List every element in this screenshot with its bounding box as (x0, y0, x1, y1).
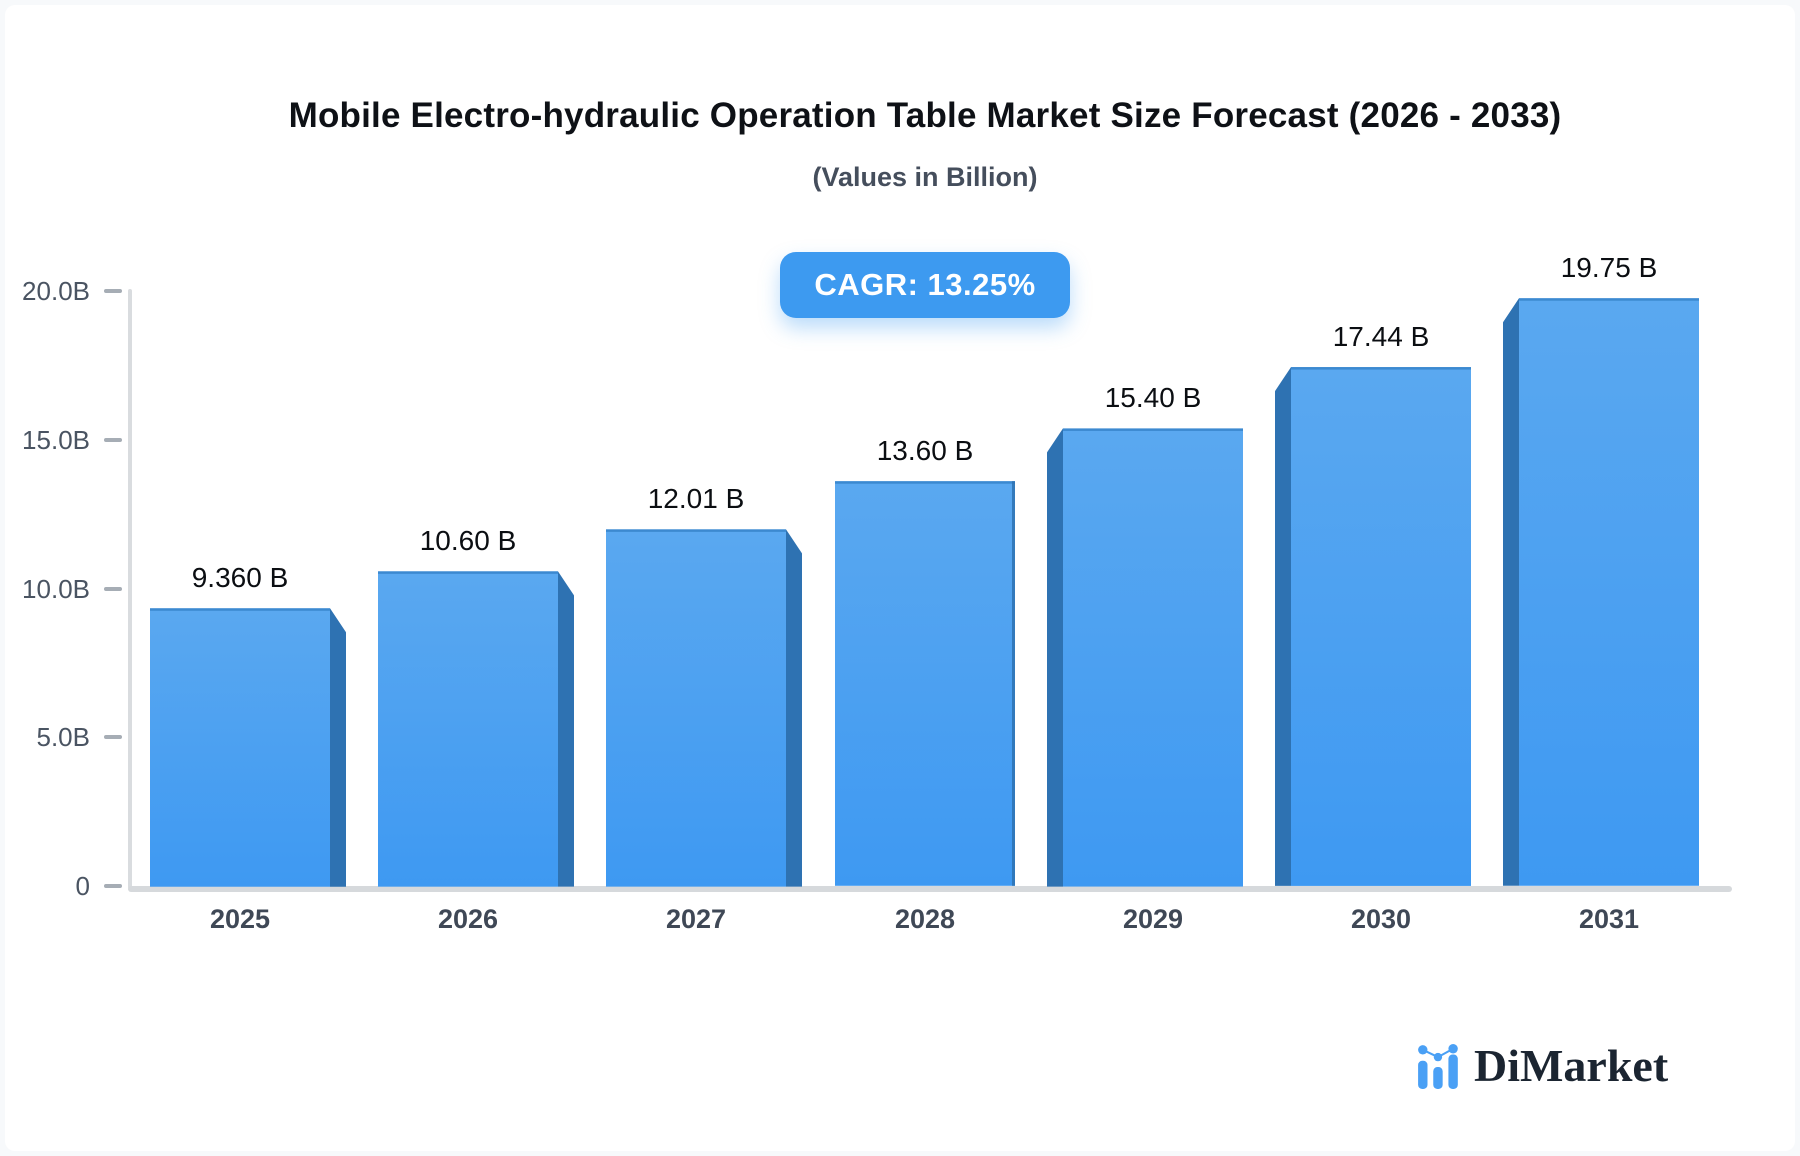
bar-2026[interactable] (378, 570, 574, 887)
bar-2028[interactable] (835, 481, 1015, 887)
x-axis-label: 2025 (209, 904, 271, 934)
y-axis-tick (104, 735, 122, 740)
x-axis-label: 2028 (894, 904, 956, 934)
y-axis-line (128, 289, 132, 889)
y-axis-label: 0 (75, 871, 90, 901)
y-axis-label: 10.0B (22, 573, 90, 604)
bar-2029[interactable] (1047, 428, 1243, 887)
y-axis-tick (104, 884, 122, 888)
dimarket-logo: DiMarket (1418, 1040, 1668, 1092)
bar-value-label: 19.75 B (1560, 252, 1658, 284)
bar-value-label: 17.44 B (1332, 321, 1430, 353)
bar-value-label: 15.40 B (1104, 381, 1202, 413)
bar-value-label: 13.60 B (876, 435, 974, 467)
bar-value-label: 9.360 B (191, 561, 289, 593)
y-axis-label: 15.0B (22, 424, 90, 455)
mini-bar-chart-icon (1418, 1044, 1458, 1089)
x-axis-label: 2031 (1578, 904, 1640, 934)
bar-value-label: 10.60 B (419, 524, 517, 556)
page-title: Mobile Electro-hydraulic Operation Table… (288, 96, 1562, 135)
bar-2027[interactable] (606, 529, 802, 887)
logo-text: DiMarket (1474, 1040, 1669, 1091)
cagr-badge-row: CAGR: 13.25% (50, 252, 1800, 318)
y-axis-tick (104, 289, 122, 293)
x-axis-line (128, 886, 1732, 892)
page-subtitle: (Values in Billion) (812, 162, 1038, 192)
x-axis-label: 2026 (437, 904, 499, 934)
bar-2031[interactable] (1503, 298, 1699, 887)
y-axis-label: 5.0B (36, 722, 91, 753)
bar-value-label: 12.01 B (647, 482, 745, 514)
cagr-badge: CAGR: 13.25% (780, 252, 1070, 318)
y-axis-label: 20.0B (22, 276, 90, 306)
x-axis-label: 2029 (1122, 904, 1184, 934)
y-axis-tick (104, 437, 122, 442)
bar-2030[interactable] (1275, 367, 1471, 887)
y-axis-tick (104, 586, 122, 591)
bar-2025[interactable] (150, 607, 346, 887)
x-axis-label: 2030 (1350, 904, 1412, 934)
x-axis-label: 2027 (665, 904, 727, 934)
